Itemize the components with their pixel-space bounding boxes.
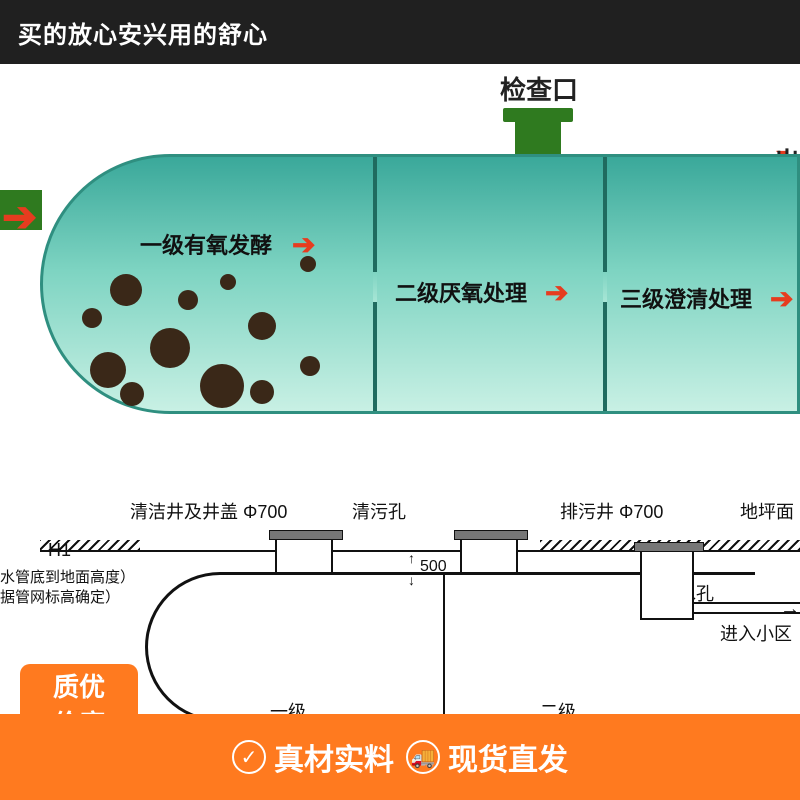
- inlet-arrow-icon: ➔: [2, 192, 37, 241]
- ground-level-label: 地坪面: [740, 498, 794, 524]
- sludge-dot: [178, 290, 198, 310]
- chamber-arrow-icon-2: ➔: [545, 276, 568, 309]
- sludge-dot: [200, 364, 244, 408]
- ground-hatch-left: [40, 540, 140, 550]
- sludge-dot: [220, 274, 236, 290]
- inspection-port-icon: [503, 108, 573, 158]
- divider-gap-1: [373, 272, 377, 302]
- outlet-flow-arrow-icon: →: [780, 598, 800, 621]
- sludge-dot: [150, 328, 190, 368]
- section-divider: [443, 575, 445, 719]
- sludge-dot: [300, 356, 320, 376]
- inspection-port-label: 检查口: [500, 70, 578, 107]
- feature-authentic: ✓ 真材实料: [232, 735, 394, 779]
- to-area-label: 进入小区: [720, 620, 792, 646]
- manhole-1: [275, 538, 333, 574]
- sludge-dot: [82, 308, 102, 328]
- chamber-arrow-icon-3: ➔: [770, 282, 793, 315]
- feature-instock-text: 现货直发: [448, 735, 568, 779]
- bottom-banner: ✓ 真材实料 🚚 现货直发: [0, 714, 800, 800]
- septic-tank-diagram: 检查口 ➔ ➔ 出 一级有氧发酵➔二级厌氧处理➔三级澄清处理➔: [0, 64, 800, 464]
- top-banner: 买的放心安兴用的舒心: [0, 0, 800, 64]
- dim-arrow-down: ↓: [408, 572, 415, 588]
- check-icon: ✓: [232, 740, 266, 774]
- clean-hole-label: 清污孔: [352, 498, 406, 524]
- sludge-dot: [120, 382, 144, 406]
- badge-line1: 质优: [53, 667, 105, 704]
- sludge-dot: [110, 274, 142, 306]
- sludge-dot: [250, 380, 274, 404]
- sludge-dot: [90, 352, 126, 388]
- top-banner-text: 买的放心安兴用的舒心: [18, 15, 268, 50]
- chamber-arrow-icon-1: ➔: [292, 228, 315, 261]
- divider-gap-2: [603, 272, 607, 302]
- manhole-2: [460, 538, 518, 574]
- drain-well-box: [640, 550, 694, 620]
- pipe-note-2: 据管网标高确定）: [0, 586, 120, 607]
- clean-well-label: 清洁井及井盖 Φ700: [130, 498, 287, 524]
- sludge-dot: [248, 312, 276, 340]
- dim-arrow-up: ↑: [408, 550, 415, 566]
- chamber-label-3: 三级澄清处理: [620, 282, 752, 314]
- truck-icon: 🚚: [406, 740, 440, 774]
- chamber-label-2: 二级厌氧处理: [395, 276, 527, 308]
- dim-500: 500: [420, 558, 447, 576]
- feature-authentic-text: 真材实料: [274, 735, 394, 779]
- pipe-note-1: 水管底到地面高度）: [0, 566, 135, 587]
- feature-instock: 🚚 现货直发: [406, 735, 568, 779]
- drain-well-label: 排污井 Φ700: [560, 498, 663, 524]
- chamber-label-1: 一级有氧发酵: [140, 228, 272, 260]
